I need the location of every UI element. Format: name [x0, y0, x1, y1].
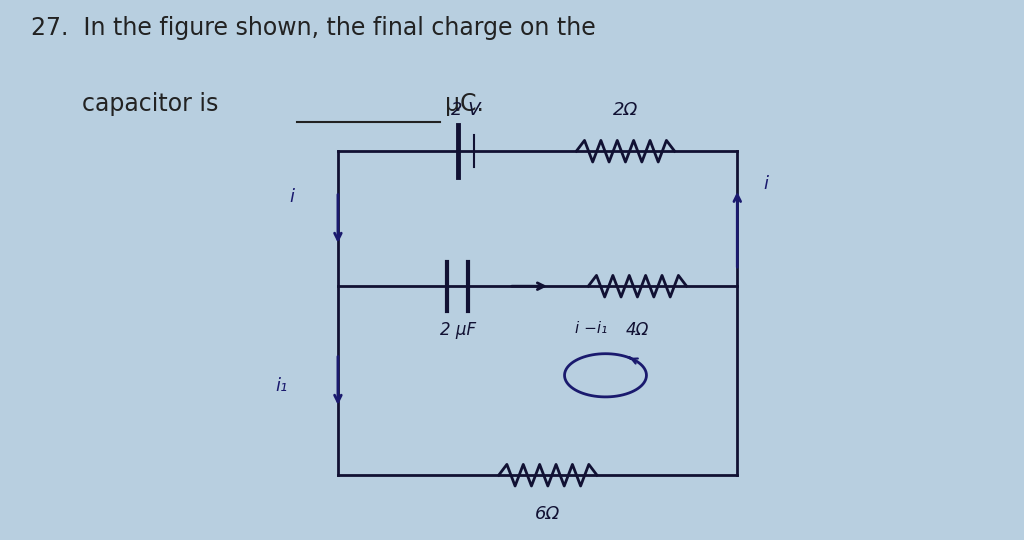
Text: i₁: i₁: [275, 377, 288, 395]
Text: 2 V: 2 V: [451, 101, 480, 119]
Text: 4Ω: 4Ω: [626, 321, 649, 339]
Text: i −i₁: i −i₁: [574, 321, 607, 336]
Text: i: i: [763, 174, 768, 193]
Text: μC.: μC.: [445, 92, 484, 116]
Text: 6Ω: 6Ω: [536, 505, 560, 523]
Text: 27.  In the figure shown, the final charge on the: 27. In the figure shown, the final charg…: [31, 16, 596, 40]
Text: 2 μF: 2 μF: [439, 321, 476, 339]
Text: 2Ω: 2Ω: [612, 101, 638, 119]
Text: capacitor is: capacitor is: [82, 92, 218, 116]
Text: i: i: [290, 188, 294, 206]
